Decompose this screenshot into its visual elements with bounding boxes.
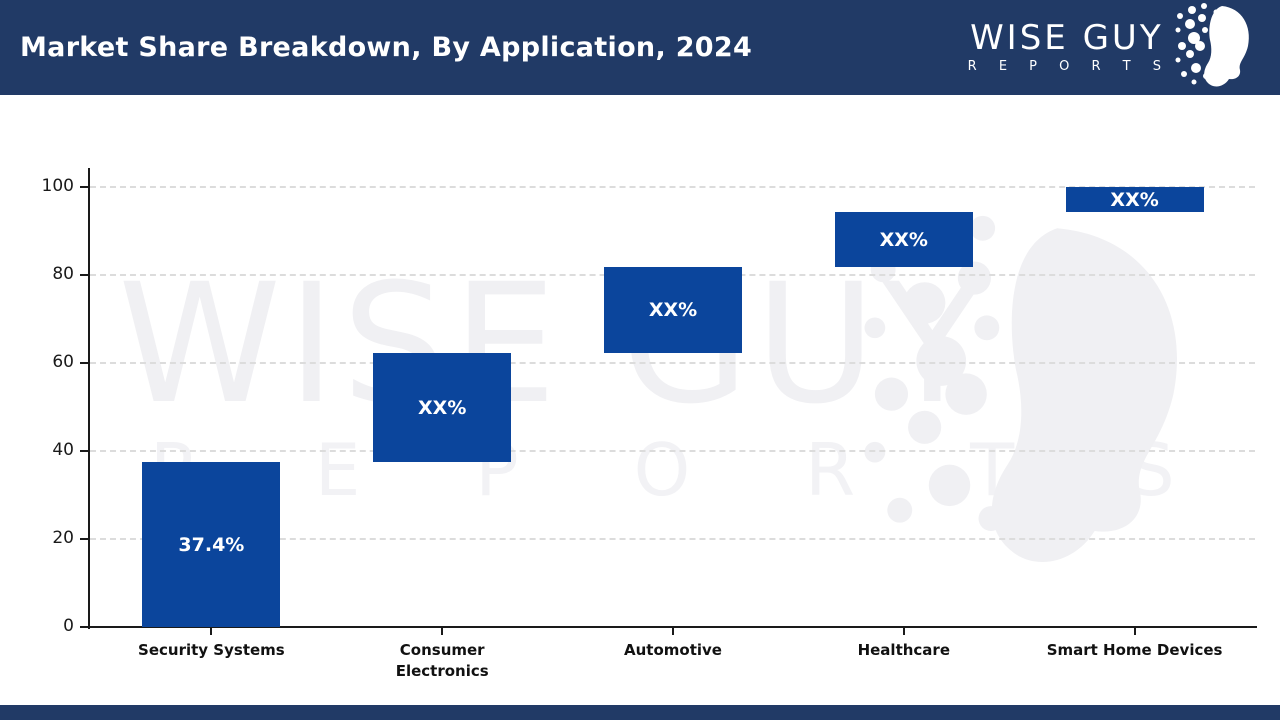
gridline-60 — [90, 362, 1255, 364]
bar-value-label: XX% — [418, 396, 467, 419]
x-category-label: Security Systems — [138, 641, 285, 659]
dotted-face-logo-icon — [1172, 2, 1254, 94]
x-tick-2 — [441, 628, 444, 635]
brand-logo: WISE GUY R E P O R T S — [964, 2, 1280, 94]
bar-automotive: XX% — [604, 267, 742, 353]
y-tick-80 — [80, 274, 88, 276]
gridline-20 — [90, 538, 1255, 540]
bar-value-label: XX% — [879, 228, 928, 251]
x-category-label: Automotive — [624, 641, 722, 659]
brand-name: WISE GUY — [970, 18, 1164, 58]
y-tick-100 — [80, 186, 88, 188]
bar-smart-home-devices: XX% — [1065, 187, 1204, 213]
y-tick-label-40: 40 — [52, 440, 74, 460]
y-tick-40 — [80, 450, 88, 452]
y-axis-line — [88, 168, 90, 629]
bar-security-systems: 37.4% — [142, 462, 281, 627]
header-bar: Market Share Breakdown, By Application, … — [0, 0, 1280, 95]
bar-value-label: 37.4% — [178, 533, 245, 556]
y-tick-label-20: 20 — [52, 528, 74, 548]
chart-plot-area: 0 20 40 60 80 100 37.4% Security Systems XX% Cons… — [0, 95, 1280, 705]
bar-value-label: XX% — [648, 298, 698, 321]
y-tick-label-60: 60 — [52, 352, 74, 372]
page-title: Market Share Breakdown, By Application, … — [20, 32, 753, 63]
x-category-label: Consumer Electronics — [395, 641, 489, 680]
bar-value-label: XX% — [1110, 188, 1159, 211]
brand-subtitle: R E P O R T S — [967, 59, 1170, 74]
footer-bar — [0, 705, 1280, 720]
x-category-label: Smart Home Devices — [1046, 641, 1223, 659]
brand-logo-text: WISE GUY R E P O R T S — [964, 21, 1170, 74]
x-category-label: Healthcare — [857, 641, 951, 659]
gridline-40 — [90, 450, 1255, 452]
y-tick-0 — [80, 626, 88, 628]
bar-consumer-electronics: XX% — [373, 352, 512, 463]
x-tick-5 — [1133, 628, 1136, 635]
y-tick-20 — [80, 538, 88, 540]
bar-healthcare: XX% — [834, 212, 973, 268]
x-tick-3 — [672, 628, 674, 635]
x-tick-1 — [210, 628, 213, 635]
x-tick-4 — [902, 628, 905, 635]
y-tick-label-100: 100 — [41, 176, 74, 196]
gridline-100 — [90, 186, 1255, 188]
y-tick-60 — [80, 362, 88, 364]
x-axis-line — [88, 626, 1257, 628]
y-tick-label-0: 0 — [63, 616, 74, 636]
y-tick-label-80: 80 — [52, 264, 74, 284]
